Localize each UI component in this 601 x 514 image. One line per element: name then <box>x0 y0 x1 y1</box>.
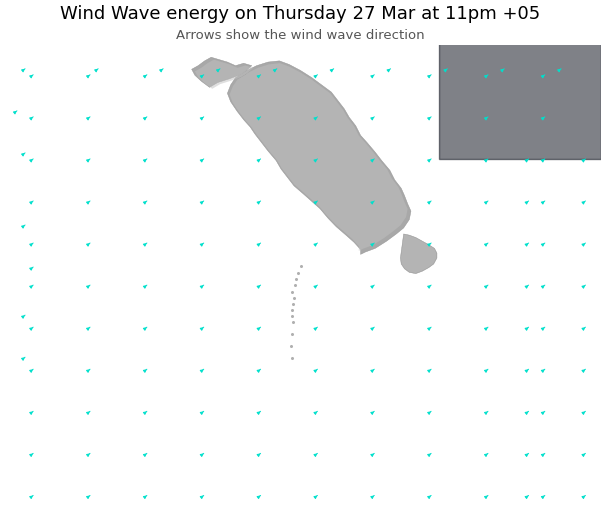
Text: Wind Wave energy on Thursday 27 Mar at 11pm +05: Wind Wave energy on Thursday 27 Mar at 1… <box>60 5 541 23</box>
Bar <box>439 39 601 159</box>
Polygon shape <box>401 234 436 273</box>
Polygon shape <box>192 57 411 254</box>
Text: Arrows show the wind wave direction: Arrows show the wind wave direction <box>176 29 425 42</box>
Polygon shape <box>400 234 437 273</box>
Polygon shape <box>195 60 407 251</box>
